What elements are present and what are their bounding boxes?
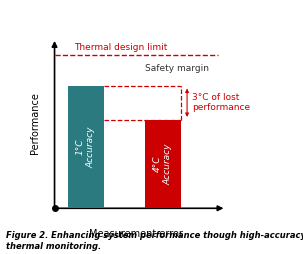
Text: Figure 2. Enhancing system performance though high-accuracy: Figure 2. Enhancing system performance t… [6,231,303,240]
Text: thermal monitoring.: thermal monitoring. [6,243,101,251]
Text: Measurement error: Measurement error [89,229,183,239]
Text: 1°C
Accuracy: 1°C Accuracy [76,126,95,168]
Text: Safety margin: Safety margin [145,64,208,73]
Bar [145,120,181,208]
Text: 4°C
Accuracy: 4°C Accuracy [153,143,172,185]
Text: Performance: Performance [30,92,40,154]
Text: Thermal design limit: Thermal design limit [74,43,168,52]
Bar [68,86,104,208]
Text: 3°C of lost
performance: 3°C of lost performance [192,93,250,113]
